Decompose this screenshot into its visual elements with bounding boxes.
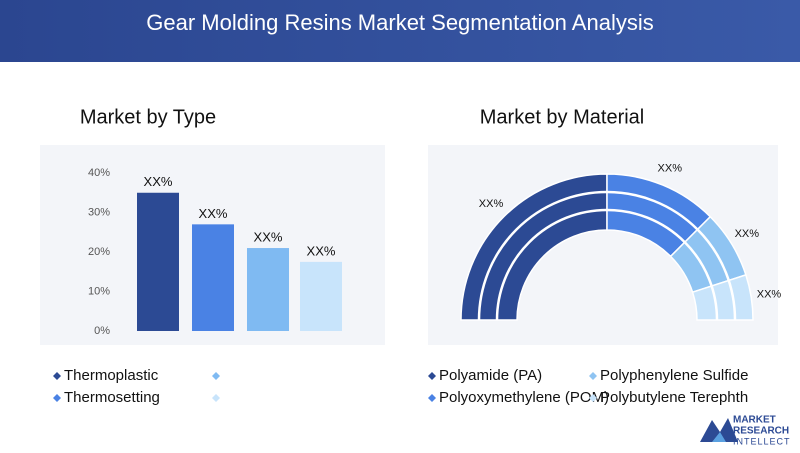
y-tick-label: 30% [88, 206, 110, 218]
legend-marker [212, 372, 220, 380]
bar [137, 192, 179, 331]
legend-marker [589, 372, 597, 380]
logo-text: MARKET [733, 415, 776, 426]
value-label: XX% [479, 198, 504, 210]
legend-marker [212, 394, 220, 402]
value-label: XX% [658, 162, 683, 174]
ring-separator [477, 190, 737, 321]
ring-separator [495, 208, 719, 321]
logo [700, 418, 738, 442]
y-tick-label: 20% [88, 246, 110, 258]
y-tick-label: 0% [94, 325, 110, 337]
legend-label: Thermoplastic [64, 367, 159, 384]
logo-text: RESEARCH [733, 426, 789, 437]
logo-icon [712, 432, 726, 442]
page-title: Gear Molding Resins Market Segmentation … [146, 10, 653, 35]
y-tick-label: 40% [88, 167, 110, 179]
bar [247, 248, 289, 331]
legend-label: Polybutylene Terephth [600, 389, 748, 406]
header [0, 0, 800, 62]
pie-slice [460, 173, 608, 321]
legend-label: Thermosetting [64, 389, 160, 406]
bar [300, 261, 342, 331]
legend-marker [53, 394, 61, 402]
legend-marker [589, 394, 597, 402]
value-label: XX% [254, 229, 283, 244]
legend-label: Polyoxymethylene (POM) [439, 389, 609, 406]
legend-marker [428, 394, 436, 402]
logo-icon [700, 418, 738, 442]
value-label: XX% [199, 206, 228, 221]
pie-slice [691, 273, 754, 321]
value-label: XX% [144, 174, 173, 189]
chart-title: Market by Material [480, 106, 645, 128]
value-label: XX% [757, 288, 782, 300]
y-tick-label: 10% [88, 285, 110, 297]
chart-title: Market by Type [80, 106, 216, 128]
legend-label: Polyamide (PA) [439, 367, 542, 384]
legend-marker [428, 372, 436, 380]
value-label: XX% [735, 228, 760, 240]
bar [192, 224, 234, 331]
logo-text: INTELLECT [733, 436, 791, 446]
value-label: XX% [307, 243, 336, 258]
legend-marker [53, 372, 61, 380]
legend-label: Polyphenylene Sulfide [600, 367, 748, 384]
